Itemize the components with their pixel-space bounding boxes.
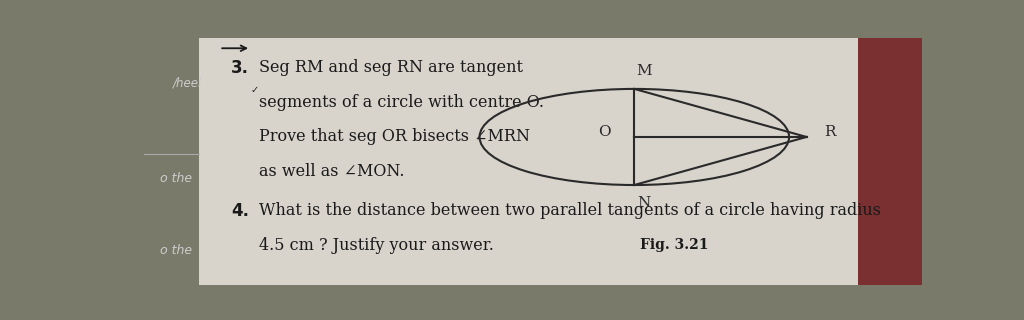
Text: /heel: /heel xyxy=(173,76,202,89)
Text: 3.: 3. xyxy=(231,59,249,77)
Text: 4.: 4. xyxy=(231,202,249,220)
Text: ✓: ✓ xyxy=(251,85,259,95)
Text: 4.5 cm ? Justify your answer.: 4.5 cm ? Justify your answer. xyxy=(259,237,494,254)
FancyBboxPatch shape xyxy=(858,38,922,285)
Text: o the: o the xyxy=(160,172,191,185)
Text: as well as ∠MON.: as well as ∠MON. xyxy=(259,163,404,180)
Text: N: N xyxy=(637,196,650,210)
FancyBboxPatch shape xyxy=(200,38,858,285)
Text: M: M xyxy=(636,64,651,78)
Text: segments of a circle with centre O.: segments of a circle with centre O. xyxy=(259,94,544,111)
Text: What is the distance between two parallel tangents of a circle having radius: What is the distance between two paralle… xyxy=(259,202,881,220)
Text: O: O xyxy=(598,125,610,139)
Text: Seg RM and seg RN are tangent: Seg RM and seg RN are tangent xyxy=(259,60,523,76)
Text: Prove that seg OR bisects ∠MRN: Prove that seg OR bisects ∠MRN xyxy=(259,128,530,146)
Text: Fig. 3.21: Fig. 3.21 xyxy=(640,238,709,252)
Text: R: R xyxy=(824,125,836,139)
Text: o the: o the xyxy=(160,244,191,257)
